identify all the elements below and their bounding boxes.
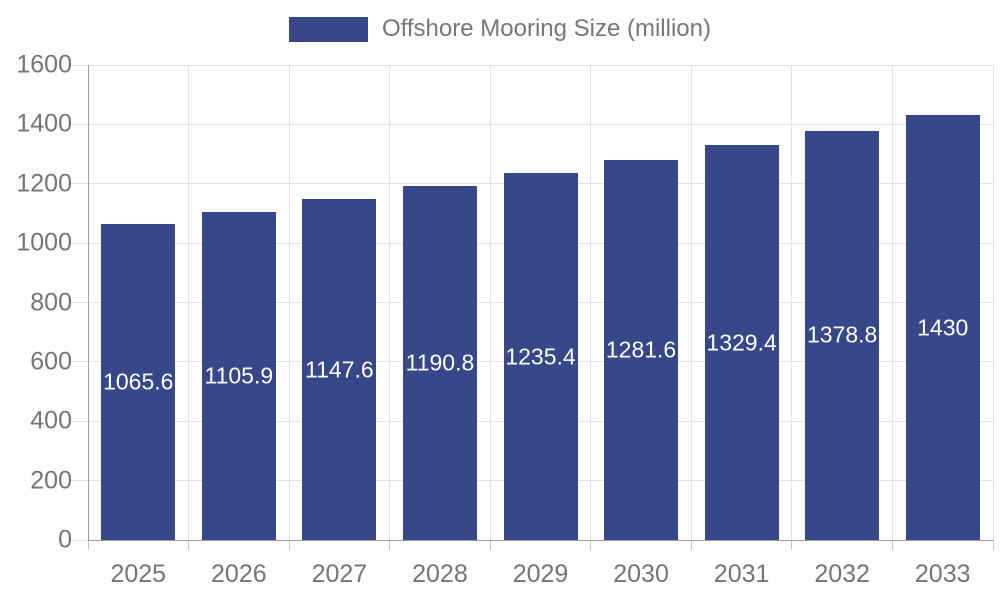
y-axis-tick-label: 1200 (16, 169, 72, 198)
x-gridline (791, 65, 793, 540)
y-axis-line (87, 65, 89, 540)
bar[interactable] (905, 115, 980, 540)
x-axis-tick (891, 540, 893, 550)
x-gridline (188, 65, 190, 540)
x-axis-tick (992, 540, 994, 550)
bar[interactable] (704, 145, 779, 540)
y-gridline (70, 123, 993, 125)
y-gridline (70, 64, 993, 66)
x-axis-tick-label: 2025 (110, 560, 167, 588)
x-axis-tick-label: 2032 (814, 560, 870, 588)
x-gridline (489, 65, 491, 540)
y-axis-tick-label: 1600 (16, 50, 72, 79)
bar[interactable] (503, 173, 578, 540)
bar[interactable] (402, 186, 477, 540)
x-axis-tick-label: 2028 (412, 560, 468, 588)
legend[interactable]: Offshore Mooring Size (million) (0, 13, 1000, 45)
x-gridline (891, 65, 893, 540)
y-axis-tick-label: 0 (58, 525, 72, 554)
x-axis-tick-label: 2033 (914, 560, 971, 588)
bar[interactable] (201, 211, 276, 540)
y-axis-tick-label: 800 (30, 288, 72, 316)
x-axis-tick (791, 540, 793, 550)
y-tick (70, 539, 88, 541)
y-axis-tick-label: 1000 (16, 228, 72, 257)
x-axis-tick (87, 540, 89, 550)
x-axis-tick-label: 2027 (311, 560, 368, 588)
legend-label: Offshore Mooring Size (million) (381, 15, 711, 42)
x-axis-tick (188, 540, 190, 550)
x-gridline (389, 65, 391, 540)
x-axis-tick-label: 2029 (512, 560, 569, 588)
x-axis-tick-label: 2026 (211, 560, 267, 588)
x-axis-tick (690, 540, 692, 550)
x-axis-line (88, 539, 993, 541)
bar[interactable] (805, 130, 880, 540)
x-axis-tick (389, 540, 391, 550)
x-gridline (992, 65, 994, 540)
x-axis-tick-label: 2031 (713, 560, 770, 588)
x-gridline (590, 65, 592, 540)
bar[interactable] (604, 159, 679, 540)
y-axis-tick-label: 1400 (16, 109, 72, 138)
x-gridline (690, 65, 692, 540)
x-axis-tick (288, 540, 290, 550)
x-axis-tick (489, 540, 491, 550)
y-axis-tick-label: 600 (30, 347, 72, 376)
legend-swatch-icon (288, 16, 368, 42)
x-gridline (288, 65, 290, 540)
bar[interactable] (302, 199, 377, 540)
y-axis-tick-label: 400 (30, 406, 72, 435)
y-axis-tick-label: 200 (30, 466, 72, 495)
x-axis-tick-label: 2030 (613, 560, 669, 588)
x-axis-tick (590, 540, 592, 550)
bar[interactable] (101, 223, 176, 540)
